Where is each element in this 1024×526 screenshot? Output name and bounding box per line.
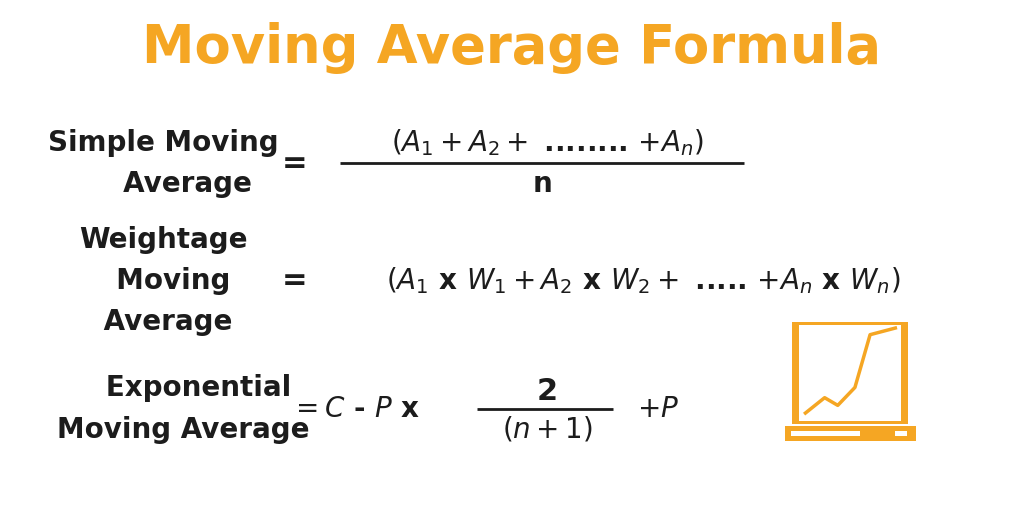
Bar: [792, 431, 859, 437]
Text: $(A_1$ x $W_1 + A_2$ x $W_2 +$ ..... $+ A_n$ x $W_n)$: $(A_1$ x $W_1 + A_2$ x $W_2 +$ ..... $+ …: [386, 266, 900, 296]
Text: Exponential
Moving Average: Exponential Moving Average: [57, 375, 310, 443]
Text: =: =: [282, 267, 307, 296]
Text: $(A_1+A_2+$ ........ $+A_n)$: $(A_1+A_2+$ ........ $+A_n)$: [391, 127, 703, 158]
Bar: [800, 326, 901, 421]
Text: Simple Moving
     Average: Simple Moving Average: [48, 128, 279, 198]
Text: $= C$ - $P$ x: $= C$ - $P$ x: [291, 395, 421, 423]
Text: $+ P$: $+ P$: [638, 395, 680, 423]
Text: $(n + 1)$: $(n + 1)$: [502, 415, 593, 444]
Text: Weightage
  Moving
 Average: Weightage Moving Average: [79, 226, 248, 336]
Text: 2: 2: [537, 377, 558, 406]
Bar: [895, 431, 907, 437]
Text: Moving Average Formula: Moving Average Formula: [142, 22, 882, 74]
Bar: [784, 426, 916, 441]
Text: n: n: [532, 169, 552, 198]
Bar: [793, 322, 908, 424]
Text: =: =: [282, 149, 307, 178]
